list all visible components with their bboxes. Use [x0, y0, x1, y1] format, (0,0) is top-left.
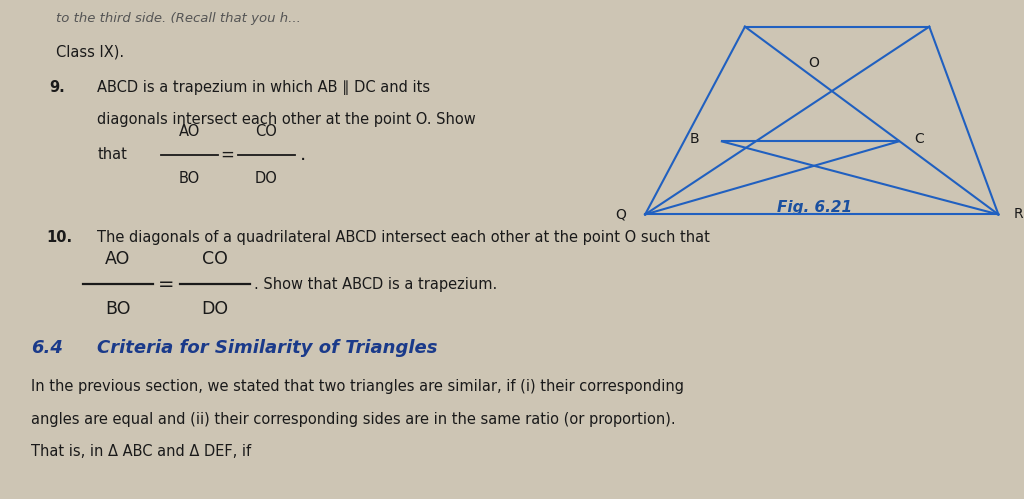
Text: Fig. 6.21: Fig. 6.21	[776, 200, 852, 215]
Text: 6.4: 6.4	[31, 339, 62, 357]
Text: BO: BO	[105, 300, 130, 318]
Text: B: B	[689, 132, 698, 146]
Text: CO: CO	[255, 124, 278, 139]
Text: C: C	[913, 132, 924, 146]
Text: 10.: 10.	[46, 230, 73, 245]
Text: AO: AO	[105, 250, 130, 268]
Text: angles are equal and (ii) their corresponding sides are in the same ratio (or pr: angles are equal and (ii) their correspo…	[31, 412, 676, 427]
Text: In the previous section, we stated that two triangles are similar, if (i) their : In the previous section, we stated that …	[31, 379, 684, 394]
Text: DO: DO	[202, 300, 228, 318]
Text: =: =	[220, 146, 234, 164]
Text: to the third side. (Recall that you h...: to the third side. (Recall that you h...	[56, 12, 301, 25]
Text: Q: Q	[615, 208, 626, 222]
Text: .: .	[300, 145, 306, 164]
Text: CO: CO	[202, 250, 228, 268]
Text: The diagonals of a quadrilateral ABCD intersect each other at the point O such t: The diagonals of a quadrilateral ABCD in…	[97, 230, 711, 245]
Text: Class IX).: Class IX).	[56, 45, 125, 60]
Text: That is, in Δ ABC and Δ DEF, if: That is, in Δ ABC and Δ DEF, if	[31, 444, 251, 459]
Text: that: that	[97, 147, 127, 162]
Text: AO: AO	[179, 124, 200, 139]
Text: ABCD is a trapezium in which AB ∥ DC and its: ABCD is a trapezium in which AB ∥ DC and…	[97, 80, 430, 95]
Text: . Show that ABCD is a trapezium.: . Show that ABCD is a trapezium.	[254, 277, 498, 292]
Text: R: R	[1014, 208, 1023, 222]
Text: =: =	[158, 275, 174, 294]
Text: DO: DO	[255, 171, 278, 186]
Text: BO: BO	[179, 171, 200, 186]
Text: diagonals intersect each other at the point O. Show: diagonals intersect each other at the po…	[97, 112, 476, 127]
Text: Criteria for Similarity of Triangles: Criteria for Similarity of Triangles	[97, 339, 438, 357]
Text: O: O	[809, 56, 819, 70]
Text: 9.: 9.	[49, 80, 65, 95]
